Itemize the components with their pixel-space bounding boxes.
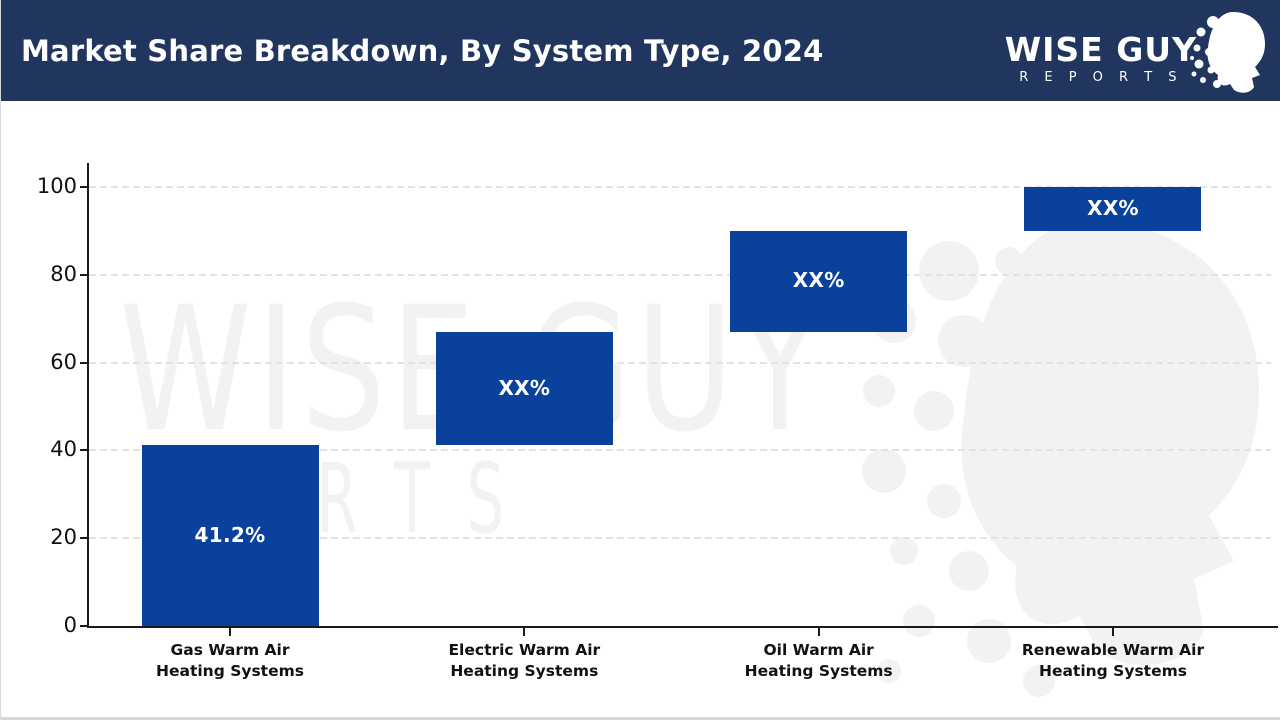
y-tick-label-80: 80 <box>50 261 77 286</box>
y-tick-label-100: 100 <box>36 174 77 198</box>
x-tick-0 <box>229 628 231 636</box>
y-tick-100 <box>80 186 89 188</box>
y-tick-60 <box>80 361 89 364</box>
bar-value-label-2: XX% <box>792 268 845 293</box>
logo-text: WISE GUY R E P O R T S <box>1005 30 1197 85</box>
gridline-100 <box>89 186 1271 188</box>
x-category-label-0: Gas Warm Air Heating Systems <box>156 641 304 680</box>
x-axis-line <box>87 626 1278 628</box>
bar-value-label-0: 41.2% <box>194 522 266 547</box>
y-tick-20 <box>80 537 89 540</box>
y-tick-40 <box>80 449 89 452</box>
logo-wiseguy-label: WISE GUY <box>1004 30 1197 69</box>
x-category-label-2: Oil Warm Air Heating Systems <box>744 641 893 680</box>
logo-reports-label: R E P O R T S <box>1019 70 1183 85</box>
x-tick-2 <box>817 628 820 636</box>
bar-segment-3 <box>1024 187 1202 231</box>
chart-area: WISE GUY P O R T S 0 20 40 60 80 100 41.2% Gas … <box>1 101 1280 717</box>
y-tick-label-20: 20 <box>50 525 77 550</box>
x-category-label-3: Renewable Warm Air Heating Systems <box>1021 641 1205 680</box>
bar-segment-0 <box>141 445 319 626</box>
chart-title: Market Share Breakdown, By System Type, … <box>21 33 824 68</box>
logo-head-icon <box>1189 12 1265 93</box>
y-tick-label-60: 60 <box>50 349 77 374</box>
x-tick-1 <box>523 628 526 636</box>
bar-segment-1 <box>435 331 613 446</box>
gridline-40 <box>89 449 1271 452</box>
gridline-60 <box>89 361 1271 364</box>
gridline-80 <box>89 273 1271 276</box>
y-tick-label-0: 0 <box>63 613 77 637</box>
x-category-label-1: Electric Warm Air Heating Systems <box>448 641 601 680</box>
gridline-20 <box>89 537 1271 540</box>
y-tick-0 <box>80 625 89 627</box>
header-bar: Market Share Breakdown, By System Type, … <box>1 0 1280 101</box>
y-axis-line <box>87 163 89 628</box>
y-tick-label-40: 40 <box>50 437 77 462</box>
bar-segment-2 <box>730 230 908 332</box>
y-tick-80 <box>80 273 89 276</box>
wiseguy-logo: WISE GUY R E P O R T S <box>1005 8 1267 94</box>
bar-value-label-1: XX% <box>498 375 551 400</box>
x-tick-3 <box>1111 628 1114 636</box>
bar-value-label-3: XX% <box>1087 195 1139 220</box>
